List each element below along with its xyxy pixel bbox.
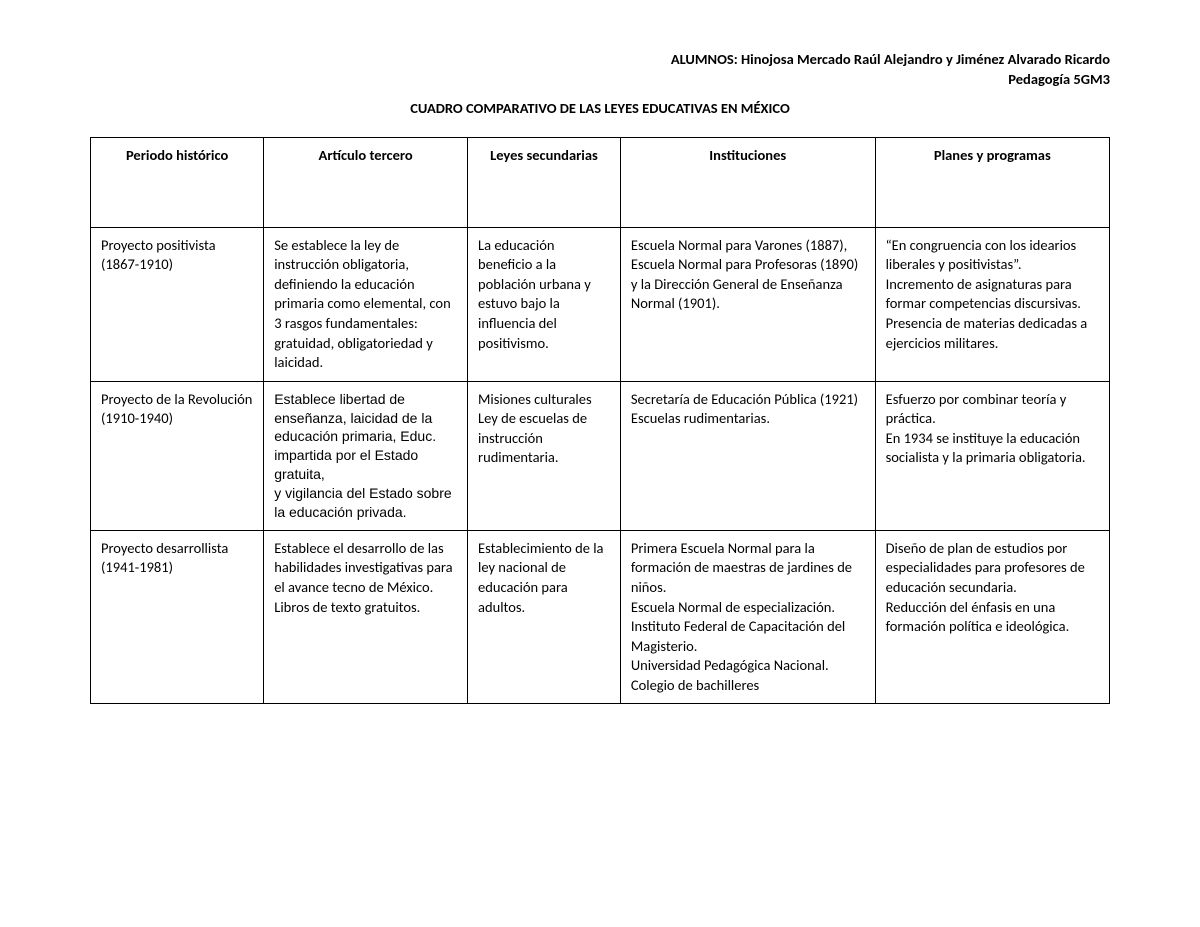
cell-articulo: Establece libertad de enseñanza, laicida… [264, 381, 468, 530]
header-course: Pedagogía 5GM3 [90, 70, 1110, 90]
col-header-instituciones: Instituciones [620, 137, 875, 227]
header-authors: ALUMNOS: Hinojosa Mercado Raúl Alejandro… [90, 50, 1110, 70]
table-header-row: Periodo histórico Artículo tercero Leyes… [91, 137, 1110, 227]
document-header: ALUMNOS: Hinojosa Mercado Raúl Alejandro… [90, 50, 1110, 89]
table-body: Proyecto positivista (1867-1910) Se esta… [91, 227, 1110, 704]
comparison-table: Periodo histórico Artículo tercero Leyes… [90, 137, 1110, 705]
col-header-periodo: Periodo histórico [91, 137, 264, 227]
cell-leyes: Misiones culturalesLey de escuelas de in… [468, 381, 621, 530]
cell-planes: “En congruencia con los idearios liberal… [875, 227, 1109, 381]
cell-periodo: Proyecto desarrollista (1941-1981) [91, 530, 264, 704]
table-row: Proyecto desarrollista (1941-1981) Estab… [91, 530, 1110, 704]
col-header-planes: Planes y programas [875, 137, 1109, 227]
col-header-leyes: Leyes secundarias [468, 137, 621, 227]
cell-planes: Esfuerzo por combinar teoría y práctica.… [875, 381, 1109, 530]
cell-periodo: Proyecto de la Revolución (1910-1940) [91, 381, 264, 530]
cell-instituciones: Primera Escuela Normal para la formación… [620, 530, 875, 704]
document-title: CUADRO COMPARATIVO DE LAS LEYES EDUCATIV… [90, 99, 1110, 119]
cell-leyes: La educación beneficio a la población ur… [468, 227, 621, 381]
cell-instituciones: Escuela Normal para Varones (1887), Escu… [620, 227, 875, 381]
table-row: Proyecto de la Revolución (1910-1940) Es… [91, 381, 1110, 530]
cell-articulo: Se establece la ley de instrucción oblig… [264, 227, 468, 381]
cell-instituciones: Secretaría de Educación Pública (1921)Es… [620, 381, 875, 530]
cell-articulo: Establece el desarrollo de las habilidad… [264, 530, 468, 704]
col-header-articulo: Artículo tercero [264, 137, 468, 227]
cell-periodo: Proyecto positivista (1867-1910) [91, 227, 264, 381]
cell-leyes: Establecimiento de la ley nacional de ed… [468, 530, 621, 704]
table-row: Proyecto positivista (1867-1910) Se esta… [91, 227, 1110, 381]
cell-planes: Diseño de plan de estudios por especiali… [875, 530, 1109, 704]
